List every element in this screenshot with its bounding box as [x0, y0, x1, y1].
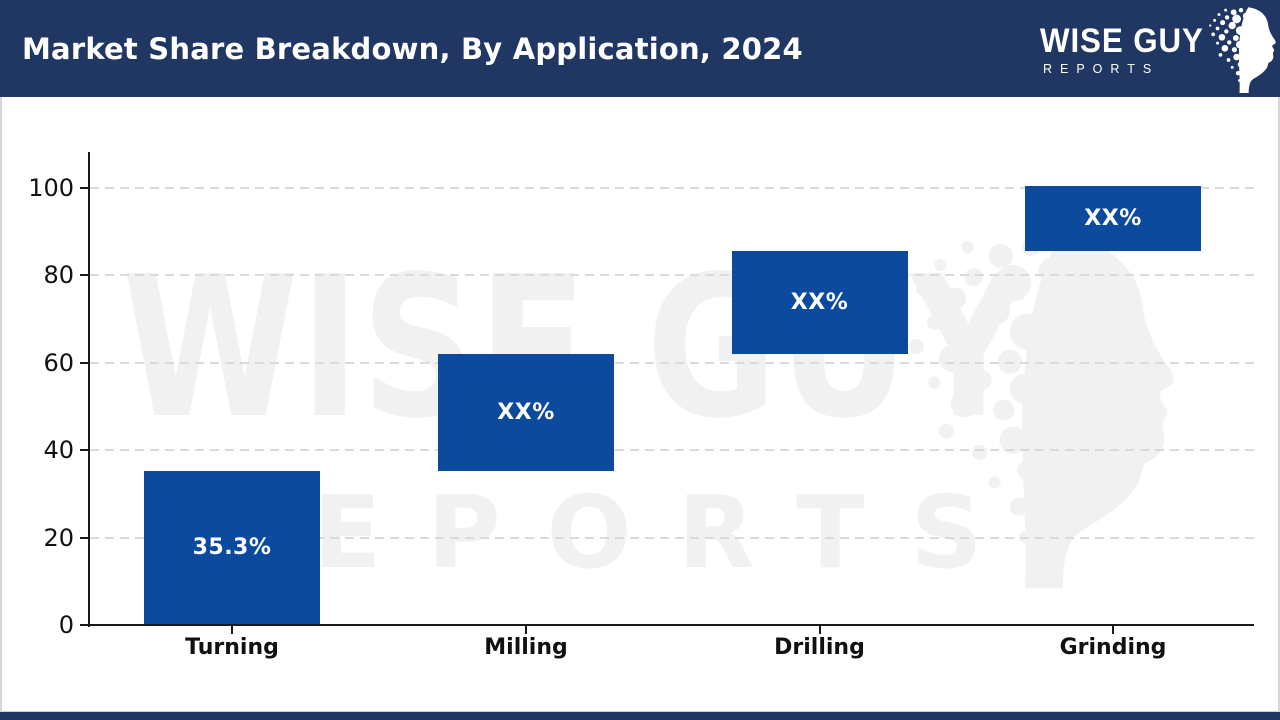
watermark-dotted-head-icon — [899, 234, 1174, 589]
gridline-y-60 — [90, 361, 1254, 364]
xtick-turning — [231, 626, 233, 634]
xtick-drilling — [818, 626, 821, 634]
ytick-label-20: 20 — [43, 523, 74, 552]
ytick-20 — [80, 536, 90, 539]
ytick-label-40: 40 — [43, 436, 74, 464]
chart-canvas: WISE GUY REPORTS 0 20 40 60 80 100 35.3% Turnin… — [0, 97, 1280, 712]
y-axis-spine — [88, 152, 90, 627]
bar-value-label-grinding: XX% — [1084, 206, 1142, 232]
xtick-grinding — [1112, 626, 1114, 634]
category-label-turning: Turning — [185, 635, 279, 660]
gridline-y-40 — [90, 449, 1254, 451]
category-label-drilling: Drilling — [774, 635, 865, 660]
x-axis-spine — [88, 624, 1254, 626]
ytick-40 — [80, 449, 90, 451]
wise-guy-logo: WISE GUY REPORTS — [1040, 0, 1278, 97]
footer-bar — [0, 712, 1280, 720]
logo-text-block: WISE GUY REPORTS — [1040, 22, 1218, 76]
logo-subtitle: REPORTS — [1042, 61, 1160, 76]
ytick-label-0: 0 — [58, 611, 74, 639]
gridline-y-20 — [90, 536, 1254, 539]
category-label-milling: Milling — [484, 635, 568, 660]
xtick-milling — [525, 626, 527, 634]
bar-grinding: XX% — [1025, 186, 1201, 251]
ytick-0 — [80, 624, 90, 626]
bar-value-label-drilling: XX% — [790, 289, 849, 315]
ytick-60 — [80, 361, 90, 364]
gridline-y-100 — [90, 186, 1254, 189]
logo-name: WISE GUY — [1039, 21, 1204, 60]
ytick-80 — [80, 274, 90, 276]
bar-milling: XX% — [438, 353, 614, 471]
gridline-y-80 — [90, 274, 1254, 276]
bar-value-label-milling: XX% — [497, 399, 555, 425]
ytick-100 — [80, 186, 90, 189]
bar-turning: 35.3% — [144, 470, 320, 625]
dotted-head-icon — [1209, 6, 1276, 93]
header-bar: Market Share Breakdown, By Application, … — [0, 0, 1280, 97]
category-label-grinding: Grinding — [1059, 635, 1167, 660]
bar-value-label-turning: 35.3% — [192, 535, 272, 561]
bar-drilling: XX% — [731, 250, 908, 354]
ytick-label-100: 100 — [28, 173, 74, 202]
watermark-reports: REPORTS — [190, 474, 1029, 591]
ytick-label-60: 60 — [43, 348, 74, 377]
page-title: Market Share Breakdown, By Application, … — [22, 31, 803, 66]
ytick-label-80: 80 — [43, 261, 74, 289]
